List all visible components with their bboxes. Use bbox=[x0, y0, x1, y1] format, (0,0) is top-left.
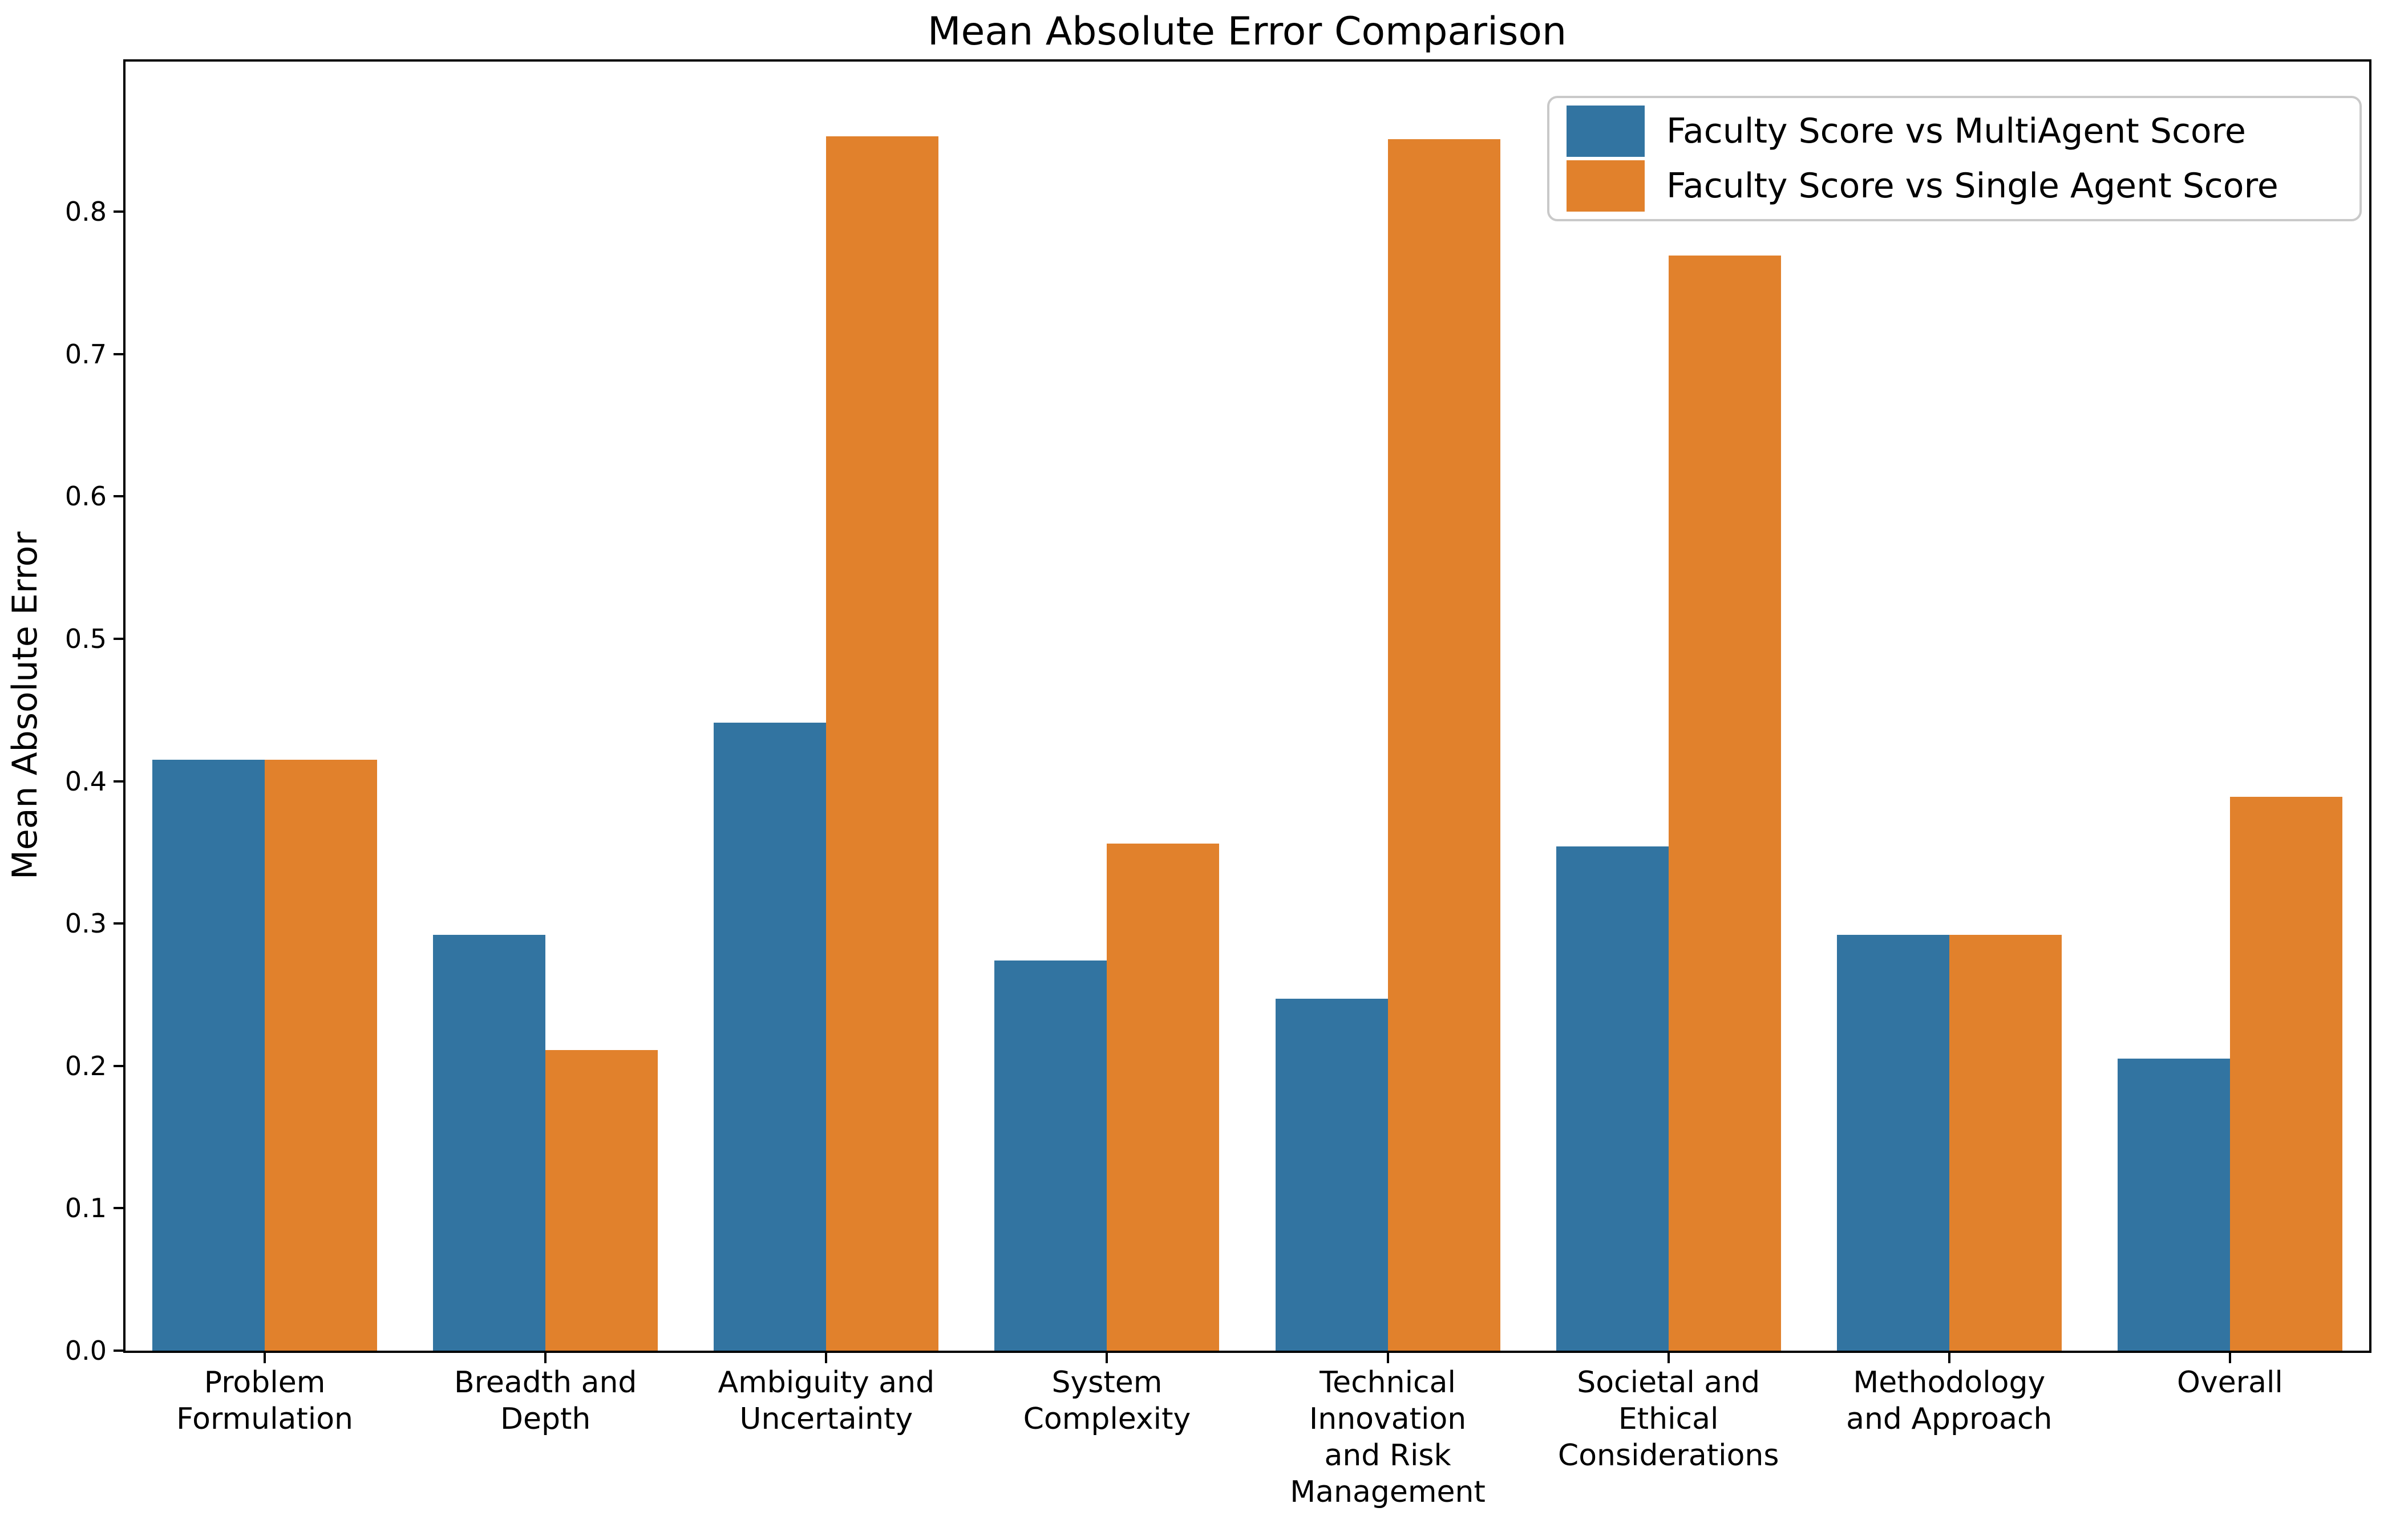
bar-singleagent-6 bbox=[1669, 256, 1781, 1351]
legend-swatch-singleagent bbox=[1567, 160, 1645, 212]
y-tick-mark-0.0 bbox=[114, 1349, 123, 1352]
bar-singleagent-5 bbox=[1388, 139, 1500, 1351]
x-tick-mark-1 bbox=[264, 1353, 266, 1363]
x-tick-label-5: Technical Innovation and Risk Management bbox=[1290, 1365, 1486, 1509]
bar-singleagent-1 bbox=[265, 760, 377, 1351]
y-tick-mark-0.7 bbox=[114, 352, 123, 355]
bar-multiagent-5 bbox=[1276, 999, 1388, 1351]
y-tick-mark-0.5 bbox=[114, 637, 123, 640]
bar-multiagent-8 bbox=[2118, 1059, 2230, 1351]
y-tick-label-0.2: 0.2 bbox=[64, 1050, 107, 1081]
top-spine bbox=[123, 59, 2371, 62]
bar-singleagent-2 bbox=[545, 1050, 658, 1351]
right-spine bbox=[2369, 59, 2371, 1353]
y-tick-label-0.5: 0.5 bbox=[64, 623, 107, 654]
chart-title: Mean Absolute Error Comparison bbox=[927, 9, 1567, 54]
x-tick-label-1: Problem Formulation bbox=[176, 1365, 353, 1436]
y-tick-label-0.8: 0.8 bbox=[64, 196, 107, 228]
bar-multiagent-4 bbox=[994, 961, 1107, 1351]
bottom-spine bbox=[123, 1351, 2371, 1353]
y-axis-label: Mean Absolute Error bbox=[5, 531, 45, 880]
legend: Faculty Score vs MultiAgent Score Faculty… bbox=[1547, 96, 2362, 221]
x-tick-mark-4 bbox=[1106, 1353, 1108, 1363]
bar-multiagent-3 bbox=[714, 723, 826, 1351]
legend-item-1: Faculty Score vs MultiAgent Score bbox=[1549, 105, 2359, 157]
x-tick-mark-8 bbox=[2228, 1353, 2231, 1363]
legend-swatch-multiagent bbox=[1567, 105, 1645, 157]
y-tick-label-0.1: 0.1 bbox=[64, 1193, 107, 1224]
bar-singleagent-7 bbox=[1949, 935, 2062, 1351]
bar-multiagent-6 bbox=[1556, 846, 1669, 1351]
y-tick-mark-0.1 bbox=[114, 1207, 123, 1210]
x-tick-label-6: Societal and Ethical Considerations bbox=[1557, 1365, 1779, 1473]
x-tick-mark-7 bbox=[1948, 1353, 1950, 1363]
x-tick-label-4: System Complexity bbox=[1023, 1365, 1191, 1436]
x-tick-label-2: Breadth and Depth bbox=[454, 1365, 637, 1436]
x-tick-mark-6 bbox=[1667, 1353, 1670, 1363]
y-tick-label-0.6: 0.6 bbox=[64, 481, 107, 512]
legend-item-2: Faculty Score vs Single Agent Score bbox=[1549, 160, 2359, 212]
y-tick-label-0.4: 0.4 bbox=[64, 765, 107, 797]
y-tick-mark-0.6 bbox=[114, 495, 123, 498]
x-tick-mark-5 bbox=[1386, 1353, 1389, 1363]
bar-singleagent-3 bbox=[826, 136, 938, 1351]
y-tick-label-0.3: 0.3 bbox=[64, 908, 107, 939]
bar-multiagent-1 bbox=[152, 760, 265, 1351]
bar-multiagent-2 bbox=[433, 935, 545, 1351]
x-tick-label-8: Overall bbox=[2177, 1365, 2283, 1400]
x-tick-mark-2 bbox=[544, 1353, 547, 1363]
legend-label-singleagent: Faculty Score vs Single Agent Score bbox=[1666, 166, 2278, 206]
bar-singleagent-8 bbox=[2230, 797, 2342, 1351]
y-tick-mark-0.3 bbox=[114, 922, 123, 925]
bar-singleagent-4 bbox=[1107, 844, 1219, 1351]
x-tick-label-7: Methodology and Approach bbox=[1846, 1365, 2053, 1436]
bar-multiagent-7 bbox=[1837, 935, 1949, 1351]
legend-label-multiagent: Faculty Score vs MultiAgent Score bbox=[1666, 111, 2246, 151]
y-tick-mark-0.2 bbox=[114, 1064, 123, 1067]
y-tick-label-0.0: 0.0 bbox=[64, 1335, 107, 1366]
x-tick-mark-3 bbox=[825, 1353, 828, 1363]
y-tick-mark-0.8 bbox=[114, 210, 123, 213]
y-tick-label-0.7: 0.7 bbox=[64, 338, 107, 370]
left-spine bbox=[123, 59, 126, 1353]
y-tick-mark-0.4 bbox=[114, 780, 123, 783]
x-tick-label-3: Ambiguity and Uncertainty bbox=[718, 1365, 935, 1436]
